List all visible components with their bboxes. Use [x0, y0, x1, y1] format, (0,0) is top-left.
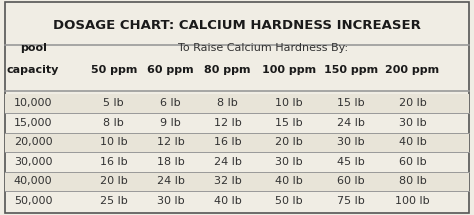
Text: 30 lb: 30 lb [275, 157, 303, 167]
Text: 45 lb: 45 lb [337, 157, 365, 167]
Text: To Raise Calcium Hardness By:: To Raise Calcium Hardness By: [178, 43, 348, 53]
Text: 8 lb: 8 lb [103, 118, 124, 128]
Text: 30,000: 30,000 [14, 157, 53, 167]
Text: 15,000: 15,000 [14, 118, 53, 128]
Text: 50 ppm: 50 ppm [91, 65, 137, 75]
Text: 40 lb: 40 lb [399, 137, 426, 147]
Text: 9 lb: 9 lb [160, 118, 181, 128]
Text: 60 ppm: 60 ppm [147, 65, 194, 75]
Text: 15 lb: 15 lb [337, 98, 365, 108]
Text: 20,000: 20,000 [14, 137, 53, 147]
Text: 40 lb: 40 lb [275, 176, 303, 186]
Text: 6 lb: 6 lb [160, 98, 181, 108]
Text: DOSAGE CHART: CALCIUM HARDNESS INCREASER: DOSAGE CHART: CALCIUM HARDNESS INCREASER [53, 19, 421, 32]
Text: 32 lb: 32 lb [214, 176, 241, 186]
Text: 16 lb: 16 lb [214, 137, 241, 147]
Text: 25 lb: 25 lb [100, 196, 128, 206]
Bar [5, 133, 469, 152]
Text: 5 lb: 5 lb [103, 98, 124, 108]
Text: 16 lb: 16 lb [100, 157, 128, 167]
Text: 60 lb: 60 lb [399, 157, 426, 167]
Text: 12 lb: 12 lb [157, 137, 184, 147]
Text: 20 lb: 20 lb [399, 98, 426, 108]
Text: 50,000: 50,000 [14, 196, 53, 206]
Text: 20 lb: 20 lb [275, 137, 303, 147]
Text: 18 lb: 18 lb [157, 157, 184, 167]
Text: 100 lb: 100 lb [395, 196, 430, 206]
Text: 30 lb: 30 lb [399, 118, 426, 128]
Text: 20 lb: 20 lb [100, 176, 128, 186]
Text: 10 lb: 10 lb [275, 98, 303, 108]
Text: 150 ppm: 150 ppm [324, 65, 378, 75]
Text: 30 lb: 30 lb [157, 196, 184, 206]
Text: 15 lb: 15 lb [275, 118, 303, 128]
Text: 24 lb: 24 lb [337, 118, 365, 128]
Text: 60 lb: 60 lb [337, 176, 365, 186]
Text: 12 lb: 12 lb [214, 118, 241, 128]
Text: 8 lb: 8 lb [217, 98, 238, 108]
Text: 200 ppm: 200 ppm [385, 65, 439, 75]
Text: 50 lb: 50 lb [275, 196, 303, 206]
Text: 80 lb: 80 lb [399, 176, 426, 186]
Text: 24 lb: 24 lb [157, 176, 184, 186]
Text: 30 lb: 30 lb [337, 137, 365, 147]
Text: 100 ppm: 100 ppm [262, 65, 316, 75]
Text: 75 lb: 75 lb [337, 196, 365, 206]
Text: 80 ppm: 80 ppm [204, 65, 251, 75]
Text: 10 lb: 10 lb [100, 137, 128, 147]
Bar [5, 94, 469, 113]
Text: 40,000: 40,000 [14, 176, 53, 186]
Text: 40 lb: 40 lb [214, 196, 241, 206]
Text: 24 lb: 24 lb [214, 157, 241, 167]
Text: pool: pool [20, 43, 46, 53]
Bar [5, 172, 469, 191]
Text: capacity: capacity [7, 65, 59, 75]
Text: 10,000: 10,000 [14, 98, 53, 108]
